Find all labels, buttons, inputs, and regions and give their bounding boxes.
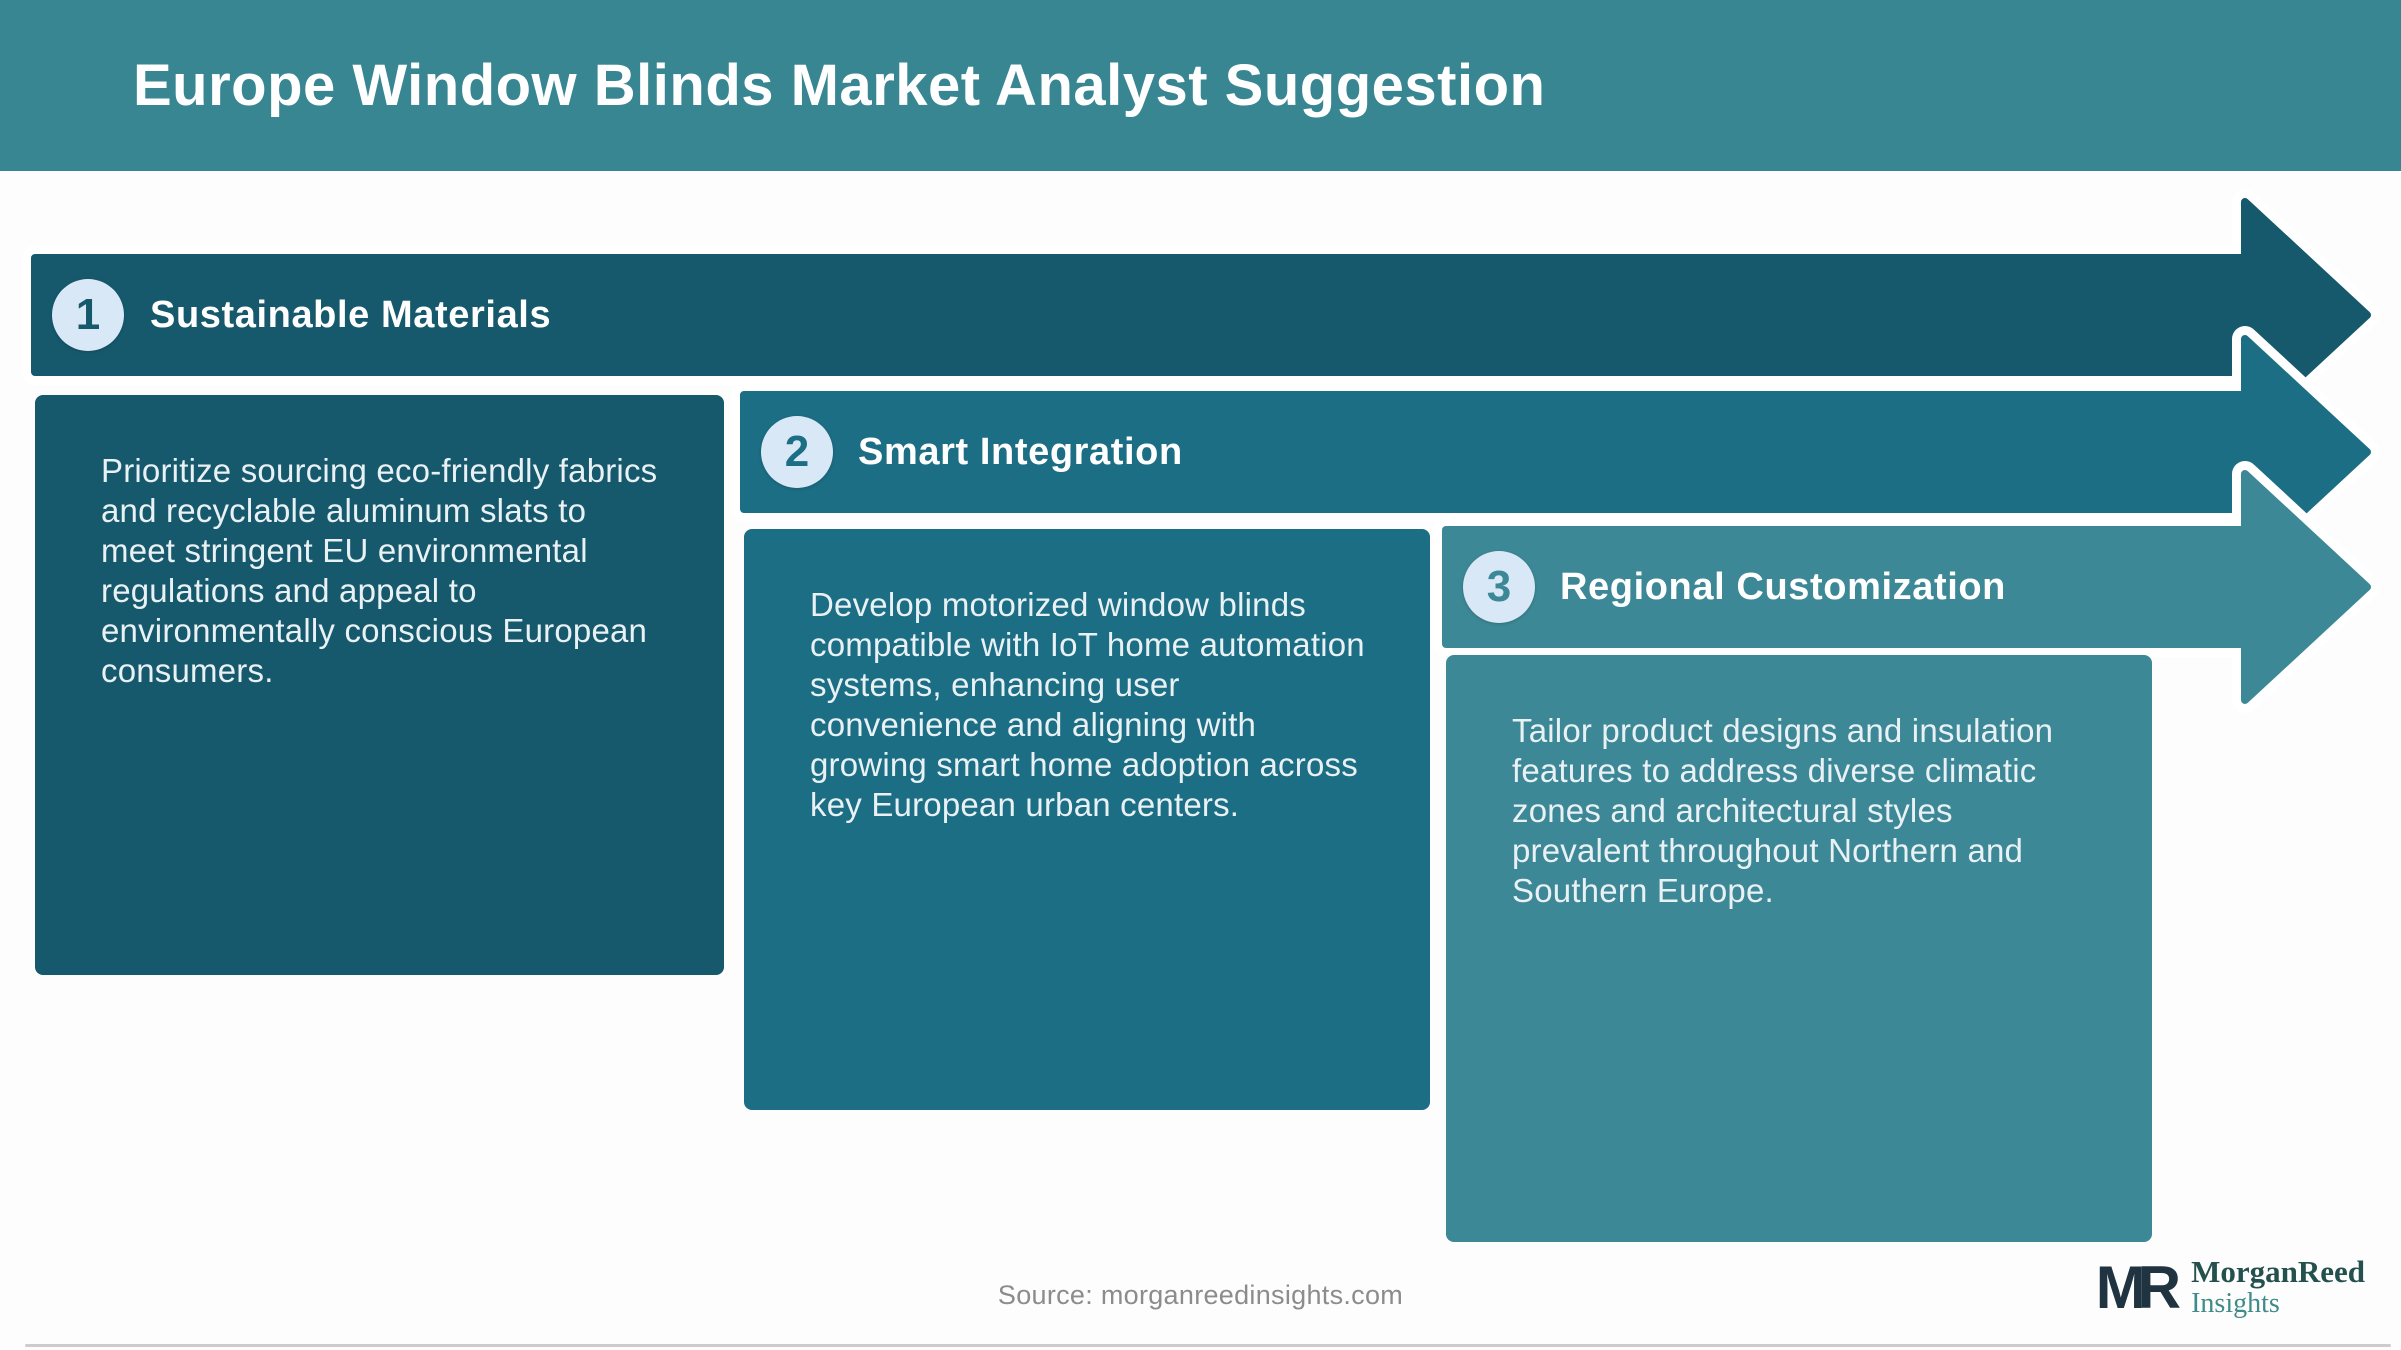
step-title-1: Sustainable Materials: [150, 293, 552, 336]
step-description-3: Tailor product designs and insulation fe…: [1512, 712, 2054, 909]
step-title-2: Smart Integration: [858, 430, 1183, 473]
logo-name: MorganReed: [2191, 1254, 2365, 1289]
header-bar: Europe Window Blinds Market Analyst Sugg…: [0, 0, 2401, 171]
step-number: 3: [1486, 562, 1512, 611]
step-description-box-1: Prioritize sourcing eco-friendly fabrics…: [35, 395, 724, 975]
step-number: 1: [75, 290, 101, 339]
divider-line: [25, 1344, 2391, 1347]
step-description-box-3: Tailor product designs and insulation fe…: [1446, 655, 2152, 1242]
step-title-3: Regional Customization: [1560, 565, 2006, 608]
step-description-2: Develop motorized window blinds compatib…: [810, 586, 1365, 823]
step-description-1: Prioritize sourcing eco-friendly fabrics…: [101, 452, 658, 689]
logo-text: MorganReed Insights: [2191, 1254, 2365, 1319]
arrow-banner-1: [22, 189, 2380, 441]
arrow-banner-3: [1433, 461, 2380, 713]
step-number-badge-1: 1: [52, 279, 124, 351]
step-number-badge-3: 3: [1463, 551, 1535, 623]
source-text: Source: morganreedinsights.com: [997, 1280, 1404, 1310]
page-title: Europe Window Blinds Market Analyst Sugg…: [133, 53, 1546, 118]
logo-tagline: Insights: [2191, 1287, 2280, 1319]
step-description-box-2: Develop motorized window blinds compatib…: [744, 529, 1430, 1110]
arrow-banner-2: [731, 326, 2380, 578]
step-number-badge-2: 2: [761, 416, 833, 488]
step-number: 2: [784, 427, 810, 476]
logo-mr-icon: MR: [2095, 1253, 2181, 1321]
logo: MR MorganReed Insights: [2095, 1253, 2365, 1321]
